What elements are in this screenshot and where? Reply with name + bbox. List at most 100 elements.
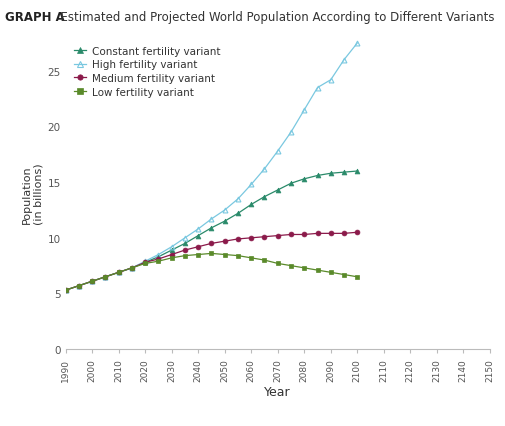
Medium fertility variant (195, 245, 201, 250)
Constant fertility variant (262, 195, 268, 200)
High fertility variant (354, 41, 360, 46)
Medium fertility variant (169, 252, 175, 257)
Medium fertility variant (156, 257, 162, 262)
High fertility variant (222, 208, 228, 213)
Constant fertility variant (142, 260, 148, 265)
Medium fertility variant (288, 232, 294, 237)
Constant fertility variant (275, 188, 281, 193)
Text: Estimated and Projected World Population According to Different Variants: Estimated and Projected World Population… (53, 11, 494, 23)
Medium fertility variant (301, 232, 307, 237)
Low fertility variant (288, 263, 294, 268)
High fertility variant (103, 275, 109, 280)
High fertility variant (116, 270, 122, 275)
Constant fertility variant (248, 202, 254, 207)
Medium fertility variant (116, 270, 122, 275)
Low fertility variant (142, 261, 148, 266)
Constant fertility variant (195, 233, 201, 239)
High fertility variant (195, 227, 201, 232)
Constant fertility variant (222, 219, 228, 224)
Constant fertility variant (288, 181, 294, 187)
Medium fertility variant (142, 260, 148, 265)
Low fertility variant (169, 256, 175, 261)
Constant fertility variant (63, 288, 69, 293)
Low fertility variant (116, 270, 122, 275)
Medium fertility variant (103, 275, 109, 280)
High fertility variant (169, 245, 175, 250)
Medium fertility variant (89, 279, 95, 284)
Low fertility variant (328, 270, 334, 275)
Low fertility variant (129, 266, 135, 271)
Medium fertility variant (248, 236, 254, 241)
Constant fertility variant (156, 255, 162, 260)
High fertility variant (142, 259, 148, 264)
High fertility variant (341, 58, 347, 63)
Low fertility variant (341, 272, 347, 277)
Medium fertility variant (328, 231, 334, 236)
Constant fertility variant (301, 177, 307, 182)
Low fertility variant (195, 252, 201, 257)
Medium fertility variant (341, 231, 347, 236)
Low fertility variant (275, 261, 281, 266)
High fertility variant (156, 252, 162, 257)
Constant fertility variant (235, 211, 241, 216)
Medium fertility variant (222, 239, 228, 244)
High fertility variant (315, 86, 321, 91)
Constant fertility variant (129, 266, 135, 271)
Low fertility variant (76, 283, 82, 288)
Medium fertility variant (182, 248, 188, 253)
High fertility variant (209, 217, 215, 222)
Constant fertility variant (341, 170, 347, 175)
Low fertility variant (235, 253, 241, 259)
Line: Constant fertility variant: Constant fertility variant (63, 169, 360, 293)
Medium fertility variant (235, 237, 241, 242)
Low fertility variant (182, 253, 188, 259)
Medium fertility variant (275, 233, 281, 239)
Line: High fertility variant: High fertility variant (63, 41, 360, 293)
X-axis label: Year: Year (265, 386, 291, 398)
Medium fertility variant (129, 266, 135, 271)
High fertility variant (182, 236, 188, 241)
High fertility variant (275, 149, 281, 154)
High fertility variant (288, 130, 294, 135)
Y-axis label: Population
(in billions): Population (in billions) (22, 163, 43, 225)
Line: Low fertility variant: Low fertility variant (63, 251, 360, 293)
Text: GRAPH A: GRAPH A (5, 11, 65, 23)
High fertility variant (89, 279, 95, 284)
Low fertility variant (315, 268, 321, 273)
Medium fertility variant (354, 230, 360, 235)
Low fertility variant (301, 266, 307, 271)
High fertility variant (262, 167, 268, 172)
Constant fertility variant (103, 275, 109, 280)
Low fertility variant (89, 279, 95, 284)
Low fertility variant (222, 252, 228, 257)
Medium fertility variant (63, 288, 69, 293)
Low fertility variant (354, 275, 360, 280)
Constant fertility variant (169, 248, 175, 253)
Constant fertility variant (76, 283, 82, 288)
Medium fertility variant (262, 235, 268, 240)
High fertility variant (328, 78, 334, 83)
Constant fertility variant (89, 279, 95, 284)
Low fertility variant (63, 288, 69, 293)
Constant fertility variant (182, 241, 188, 246)
High fertility variant (63, 288, 69, 293)
Medium fertility variant (315, 231, 321, 236)
High fertility variant (76, 283, 82, 288)
Constant fertility variant (116, 270, 122, 275)
Low fertility variant (156, 259, 162, 264)
Medium fertility variant (76, 283, 82, 288)
Low fertility variant (209, 251, 215, 256)
Low fertility variant (103, 275, 109, 280)
Medium fertility variant (209, 241, 215, 246)
High fertility variant (301, 108, 307, 113)
High fertility variant (248, 182, 254, 187)
Constant fertility variant (328, 171, 334, 176)
Legend: Constant fertility variant, High fertility variant, Medium fertility variant, Lo: Constant fertility variant, High fertili… (71, 43, 223, 101)
Low fertility variant (248, 256, 254, 261)
Constant fertility variant (209, 226, 215, 231)
High fertility variant (129, 266, 135, 271)
Constant fertility variant (354, 169, 360, 174)
Line: Medium fertility variant: Medium fertility variant (63, 230, 360, 293)
High fertility variant (235, 197, 241, 202)
Low fertility variant (262, 258, 268, 263)
